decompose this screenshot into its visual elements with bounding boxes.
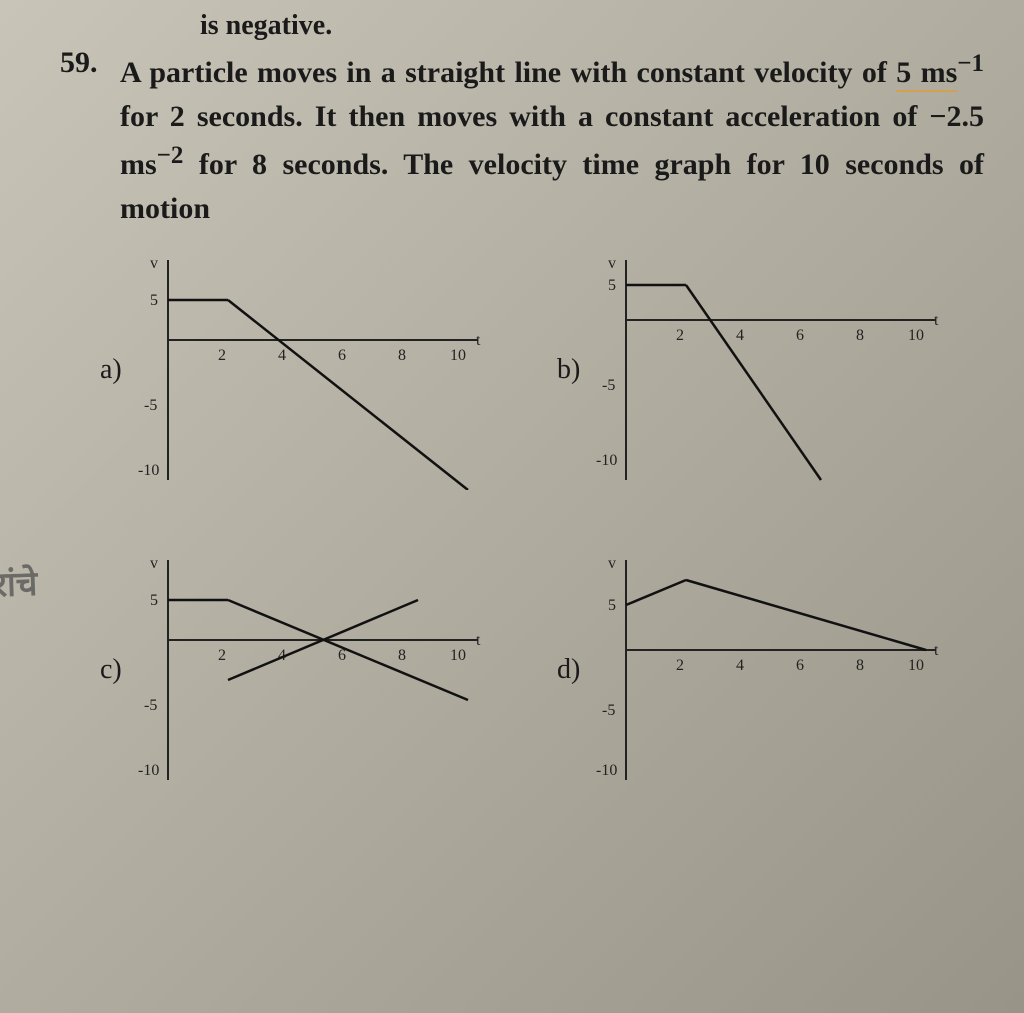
svg-text:v: v (608, 555, 616, 572)
option-c: c) v 5 -5 -10 2 4 6 8 10 t (100, 550, 537, 790)
svg-text:2: 2 (218, 647, 226, 664)
option-a: a) v 5 -5 -10 2 4 6 8 10 t (100, 250, 537, 490)
svg-text:-10: -10 (596, 452, 617, 469)
svg-text:-10: -10 (596, 762, 617, 779)
q-vel: 5 ms (896, 56, 957, 92)
svg-text:v: v (150, 555, 158, 572)
prev-question-line: is negative. (200, 10, 994, 42)
question-row: 59. A particle moves in a straight line … (60, 46, 994, 230)
graph-a: v 5 -5 -10 2 4 6 8 10 t (128, 250, 488, 490)
graph-b: v 5 -5 -10 2 4 6 8 10 t (586, 250, 946, 490)
question-number: 59. (60, 46, 120, 80)
svg-text:-5: -5 (602, 377, 615, 394)
q-p1: A particle moves in a straight line with… (120, 56, 896, 89)
svg-text:6: 6 (796, 657, 804, 674)
svg-text:5: 5 (150, 292, 158, 309)
svg-text:-5: -5 (602, 702, 615, 719)
option-d: d) v 5 -5 -10 2 4 6 8 10 t (557, 550, 994, 790)
graph-d: v 5 -5 -10 2 4 6 8 10 t (586, 550, 946, 790)
svg-text:v: v (608, 255, 616, 272)
svg-text:t: t (934, 312, 939, 329)
option-b-label: b) (557, 354, 580, 386)
option-c-label: c) (100, 654, 122, 686)
svg-text:8: 8 (856, 657, 864, 674)
svg-text:4: 4 (736, 327, 744, 344)
svg-text:5: 5 (150, 592, 158, 609)
q-acc-exp: −2 (157, 142, 184, 169)
question-text: A particle moves in a straight line with… (120, 46, 994, 230)
options-grid: a) v 5 -5 -10 2 4 6 8 10 t (60, 250, 994, 790)
svg-text:-5: -5 (144, 697, 157, 714)
svg-text:t: t (934, 642, 939, 659)
svg-text:2: 2 (676, 657, 684, 674)
svg-text:4: 4 (278, 347, 286, 364)
svg-text:10: 10 (908, 327, 924, 344)
svg-text:10: 10 (450, 647, 466, 664)
svg-text:5: 5 (608, 277, 616, 294)
svg-text:-10: -10 (138, 462, 159, 479)
q-p3: for 8 seconds. The velocity time graph f… (120, 148, 984, 225)
svg-text:10: 10 (908, 657, 924, 674)
svg-text:t: t (476, 332, 481, 349)
svg-text:t: t (476, 632, 481, 649)
svg-text:2: 2 (218, 347, 226, 364)
svg-text:2: 2 (676, 327, 684, 344)
margin-note: सरांचे (0, 559, 38, 607)
svg-text:8: 8 (398, 647, 406, 664)
option-b: b) v 5 -5 -10 2 4 6 8 10 t (557, 250, 994, 490)
svg-text:8: 8 (398, 347, 406, 364)
svg-text:-5: -5 (144, 397, 157, 414)
svg-text:5: 5 (608, 597, 616, 614)
svg-text:6: 6 (796, 327, 804, 344)
svg-text:-10: -10 (138, 762, 159, 779)
svg-text:10: 10 (450, 347, 466, 364)
option-a-label: a) (100, 354, 122, 386)
svg-text:4: 4 (736, 657, 744, 674)
svg-text:6: 6 (338, 347, 346, 364)
graph-c: v 5 -5 -10 2 4 6 8 10 t (128, 550, 488, 790)
q-vel-exp: −1 (957, 50, 984, 77)
option-d-label: d) (557, 654, 580, 686)
svg-text:v: v (150, 255, 158, 272)
svg-text:8: 8 (856, 327, 864, 344)
